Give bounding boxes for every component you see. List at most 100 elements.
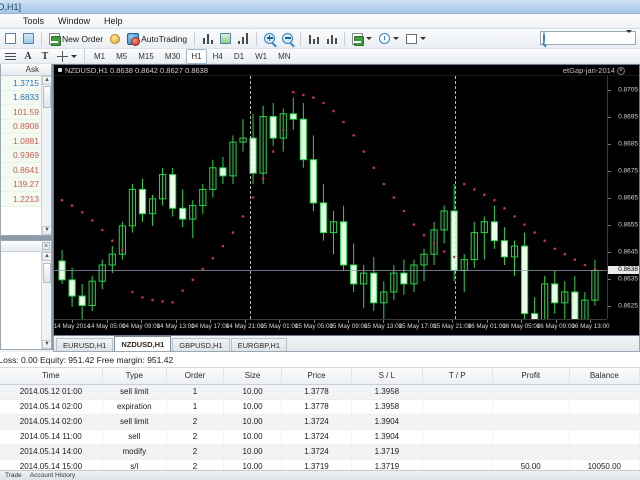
cell-size: 10.00 [223,459,282,470]
scrollbar-thumb[interactable] [43,86,51,108]
timeframe-h4[interactable]: H4 [212,51,223,61]
cell-sl: 1.3719 [351,444,423,460]
sar-dot [70,204,74,207]
chevron-down-icon[interactable] [420,37,427,40]
table-row[interactable]: 2014.05.14 14:00 modify 2 10.00 1.3724 1.3719 [0,444,640,460]
cell-price: 1.3724 [281,444,353,460]
shift-chart-button[interactable] [305,30,322,47]
terminal-tab-trade[interactable]: Trade [5,472,22,479]
navigator-scrollbar[interactable]: ▲ ▼ [41,252,51,349]
market-watch-row[interactable]: 1.6833 [1,90,51,105]
market-watch-row[interactable]: 0.9369 [1,148,51,163]
column-header-tp[interactable]: T / P [422,368,493,385]
cell-tp [422,399,493,415]
timeframe-m1[interactable]: M1 [94,51,106,61]
timeframe-h1[interactable]: H1 [186,48,207,64]
scroll-down-icon[interactable]: ▼ [42,340,51,349]
time-tick-mark [590,320,592,323]
chart-time-scale[interactable]: 14 May 2014 14 May 05:00 14 May 09:00 14 Ma… [54,319,609,335]
cell-sl: 1.3958 [351,384,423,400]
market-watch-row[interactable]: 1.3715 [1,76,51,91]
templates-button[interactable] [403,30,429,47]
bar-chart-button[interactable] [199,30,216,47]
market-watch-row[interactable]: 1.0881 [1,134,51,149]
indicators-button[interactable] [349,30,375,47]
market-watch-scrollbar[interactable]: ▲ ▼ [41,76,51,235]
scroll-down-icon[interactable]: ▼ [42,226,51,235]
cell-type: expiration [102,399,167,415]
chart-tab-nzdusd[interactable]: NZDUSD,H1 [114,336,172,351]
column-header-time[interactable]: Time [0,368,103,385]
text-button[interactable]: A [20,48,36,65]
market-watch-row[interactable]: 101.59 [1,105,51,120]
period-button[interactable] [376,30,402,47]
scroll-up-icon[interactable]: ▲ [42,76,51,85]
menu-item-tools[interactable]: Tools [23,16,45,26]
label-button[interactable]: T [37,48,53,65]
chevron-down-icon[interactable] [393,37,400,40]
chart-tab-eurusd[interactable]: EURUSD,H1 [56,338,114,351]
timeframe-mn[interactable]: MN [278,51,291,61]
terminal-tab-account-history[interactable]: Account History [29,472,76,479]
table-row[interactable]: 2014.05.14 11:00 sell 2 10.00 1.3724 1.3904 [0,429,640,445]
menu-item-help[interactable]: Help [104,16,123,26]
market-watch-row[interactable]: 0.8908 [1,119,51,134]
column-header-order[interactable]: Order [166,368,225,385]
line-chart-button[interactable] [235,30,252,47]
column-header-size[interactable]: Size [223,368,282,385]
chart-window[interactable]: NZDUSD,H1 0.8638 0.8642 0.8627 0.8638 et… [53,64,640,336]
table-row[interactable]: 2014.05.14 02:00 sell limit 2 10.00 1.3724 1.… [0,414,640,430]
column-header-price[interactable]: Price [281,368,353,385]
menu-item-window[interactable]: Window [58,16,91,26]
market-watch-row[interactable]: 139.27 [1,177,51,192]
chevron-down-icon[interactable] [625,30,632,43]
column-header-balance[interactable]: Balance [569,368,640,385]
column-header-type[interactable]: Type [102,368,167,385]
candlestick-chart-icon [220,33,232,44]
market-watch-row[interactable]: 1.2213 [1,192,51,207]
table-row[interactable]: 2014.05.12 01:00 sell limit 1 10.00 1.3778 1.… [0,384,640,400]
terminal-tab-strip: Trade Account History [0,470,640,480]
zoom-in-button[interactable] [261,30,278,47]
column-header-sl[interactable]: S / L [351,368,423,385]
timeframe-w1[interactable]: W1 [255,51,268,61]
zoom-out-button[interactable] [279,30,296,47]
chart-plot-area[interactable] [54,76,607,319]
chevron-down-icon[interactable] [366,37,373,40]
panel-chart-button[interactable] [20,30,37,47]
lines-button[interactable] [2,48,19,65]
search-box[interactable] [540,30,636,45]
account-status-text: /Loss: 0.00 Equity: 951.42 Free margin: … [0,354,174,365]
sar-dot [483,193,486,197]
crosshair-button[interactable] [54,48,80,65]
coin-button[interactable] [107,30,123,47]
autotrading-button[interactable]: AutoTrading [124,30,190,47]
account-history-table-wrapper[interactable]: Time Type Order Size Price S / L T / P P… [0,368,640,470]
label-icon: T [41,50,49,62]
close-icon[interactable]: × [42,242,50,250]
timeframe-m15[interactable]: M15 [138,51,154,61]
chart-tab-gbpusd[interactable]: GBPUSD,H1 [172,338,230,351]
close-icon[interactable]: × [617,66,625,75]
candle-body [179,207,187,220]
chart-tab-eurgbp[interactable]: EURGBP,H1 [230,338,288,351]
scroll-up-icon[interactable]: ▲ [42,252,51,261]
chart-price-scale[interactable]: 0.8705 0.8695 0.8685 0.8675 0.8665 0.8655 0.86… [607,76,639,319]
timeframe-m5[interactable]: M5 [116,51,128,61]
candlestick-chart-button[interactable] [217,30,234,47]
panel-left-button[interactable] [2,30,19,47]
table-row[interactable]: 2014.05.14 15:00 s/l 2 10.00 1.3719 1.3719 50.… [0,459,640,470]
scrollbar-thumb[interactable] [43,263,51,283]
time-tick-label: 15 May 05:00 [294,323,333,330]
new-order-button[interactable]: New Order [46,30,106,47]
candle-body [118,225,126,255]
column-header-profit[interactable]: Profit [492,368,570,385]
market-watch-row[interactable]: 0.8641 [1,163,51,178]
table-row[interactable]: 2014.05.14 02:00 expiration 1 10.00 1.3778 1.… [0,399,640,415]
autoscroll-button[interactable] [323,30,340,47]
chevron-down-icon[interactable] [71,54,77,58]
timeframe-d1[interactable]: D1 [233,51,245,61]
cell-order: 1 [166,384,225,400]
timeframe-m30[interactable]: M30 [164,51,181,61]
